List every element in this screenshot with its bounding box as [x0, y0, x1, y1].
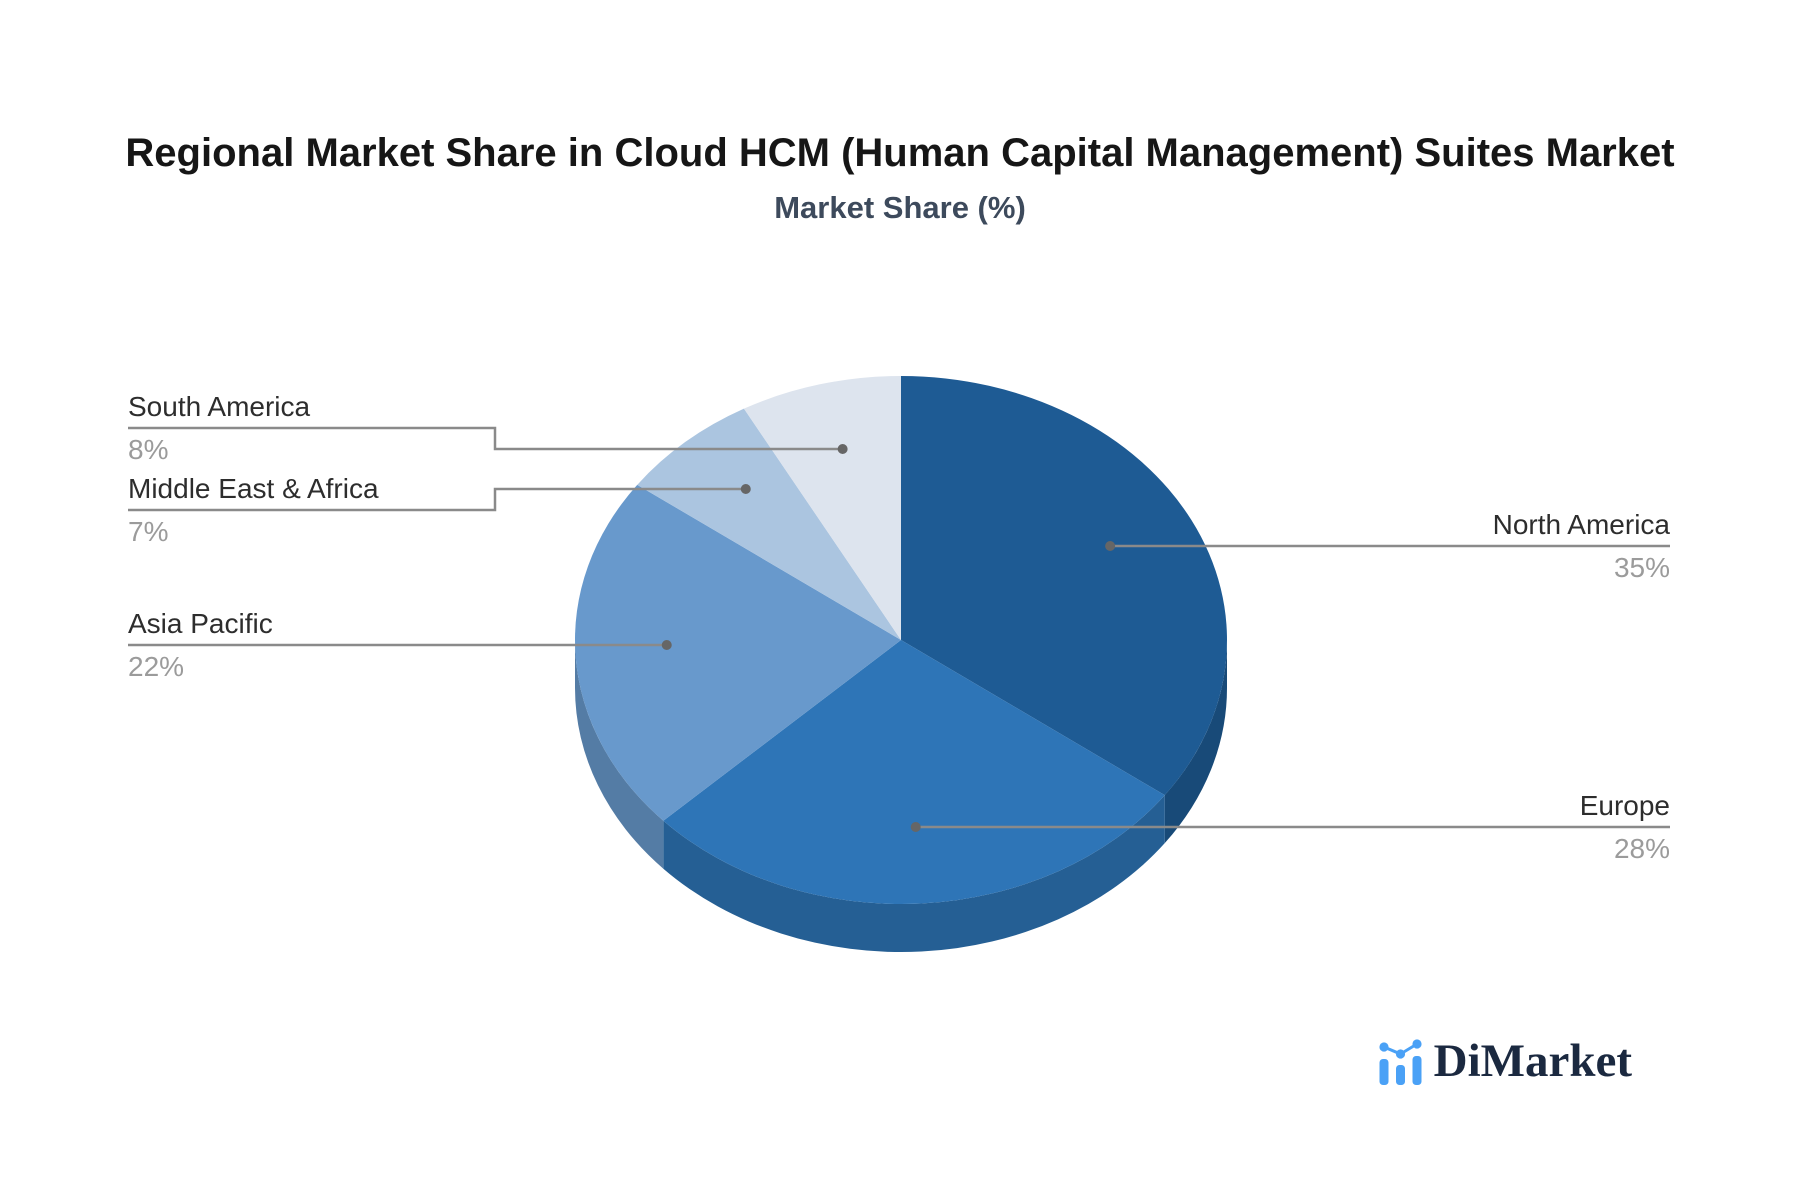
- pie-slice-middle-east-africa[interactable]: [637, 408, 901, 640]
- chart-title: Regional Market Share in Cloud HCM (Huma…: [125, 131, 1675, 175]
- slice-name-label: Europe: [1579, 790, 1670, 821]
- slice-value-label: 7%: [128, 516, 169, 547]
- pie-slice-north-america[interactable]: [901, 376, 1227, 796]
- pie-top-faces: [574, 376, 1227, 904]
- slice-value-label: 28%: [1613, 833, 1670, 864]
- chart-subtitle: Market Share (%): [774, 190, 1026, 225]
- pie-slice-south-america[interactable]: [743, 376, 901, 640]
- pie-slice-asia-pacific[interactable]: [574, 484, 901, 821]
- callout-lines: [128, 426, 1670, 832]
- pie-slice-europe[interactable]: [663, 640, 1165, 904]
- callout-anchor-dot: [740, 484, 751, 494]
- pie-side-faces: [575, 640, 1227, 953]
- slice-name-label: South America: [128, 391, 311, 422]
- slice-value-label: 35%: [1613, 552, 1670, 583]
- callout-line: [128, 426, 843, 451]
- pie-slice-side: [575, 640, 664, 869]
- slice-name-label: Middle East & Africa: [128, 473, 379, 504]
- slice-name-label: North America: [1492, 509, 1670, 540]
- callout-anchor-dot: [1105, 541, 1116, 551]
- pie-slice-side: [1164, 640, 1227, 844]
- brand-logo: DiMarket: [1379, 1038, 1632, 1085]
- slice-value-label: 8%: [128, 434, 169, 465]
- brand-logo-text: DiMarket: [1433, 1035, 1632, 1087]
- callout-anchor-dot: [661, 640, 672, 650]
- bar-line-chart-icon: [1379, 1039, 1422, 1085]
- callout-anchor-dot: [910, 822, 921, 832]
- slice-value-label: 22%: [128, 651, 185, 682]
- callout-line: [128, 487, 746, 512]
- slice-name-label: Asia Pacific: [128, 608, 273, 639]
- pie-slice-side: [663, 795, 1165, 953]
- callout-anchor-dot: [837, 444, 848, 454]
